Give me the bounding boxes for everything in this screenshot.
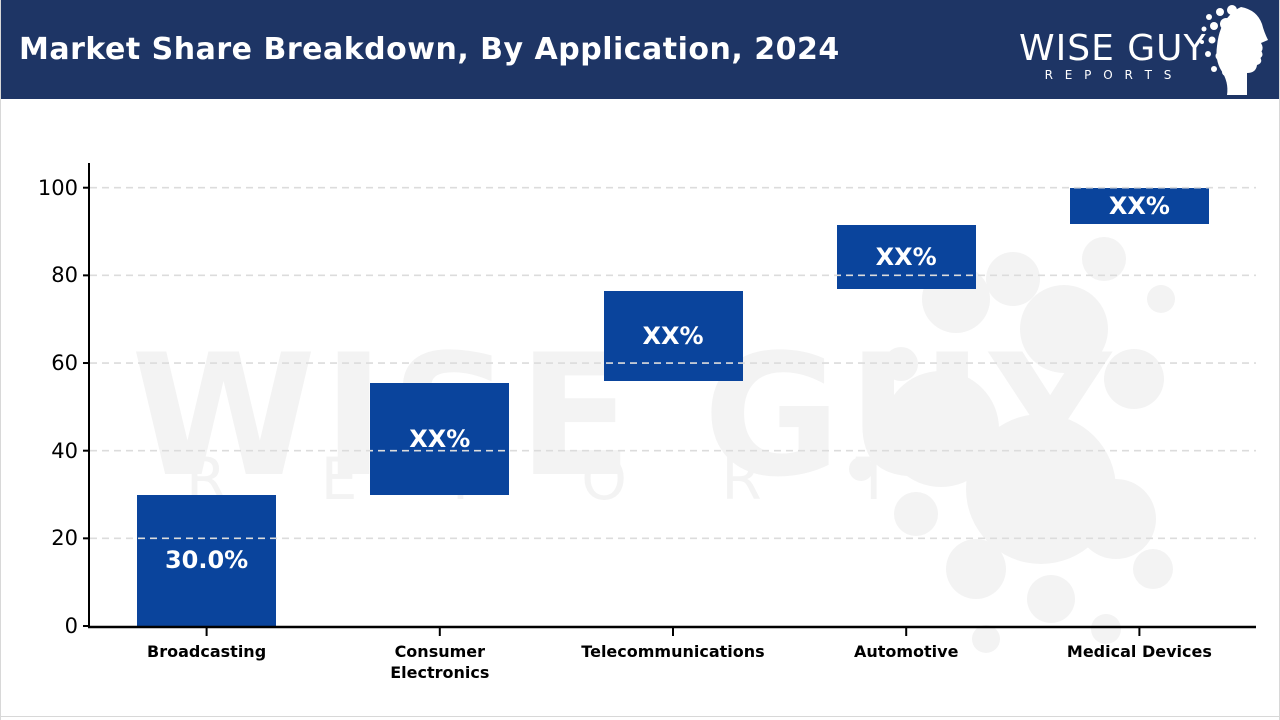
page-title: Market Share Breakdown, By Application, … <box>19 32 840 67</box>
wiseguy-head-icon <box>1200 5 1268 95</box>
wiseguy-logo: WISE GUY R E P O R T S <box>1019 4 1269 96</box>
bar-value-label: XX% <box>642 322 704 351</box>
bar-automotive: XX% <box>836 224 976 289</box>
header-bar: Market Share Breakdown, By Application, … <box>1 0 1279 99</box>
bar-medical-devices: XX% <box>1069 188 1209 224</box>
bar-value-label: XX% <box>409 424 471 453</box>
logo-reports-text: R E P O R T S <box>1044 68 1176 82</box>
bar-value-label: XX% <box>875 242 937 271</box>
bar-telecommunications: XX% <box>603 290 743 382</box>
logo-wordmark: WISE GUY <box>1019 28 1207 69</box>
bar-broadcasting: 30.0% <box>137 494 277 626</box>
bar-value-label: XX% <box>1108 191 1170 220</box>
chart-plot: WISE GUY R E P O R T S 30.0% XX% XX% XX% XX%… <box>1 99 1279 716</box>
bar-consumer-electronics: XX% <box>370 382 510 495</box>
page-bottom-rule <box>1 716 1279 717</box>
bar-value-label: 30.0% <box>164 546 249 575</box>
